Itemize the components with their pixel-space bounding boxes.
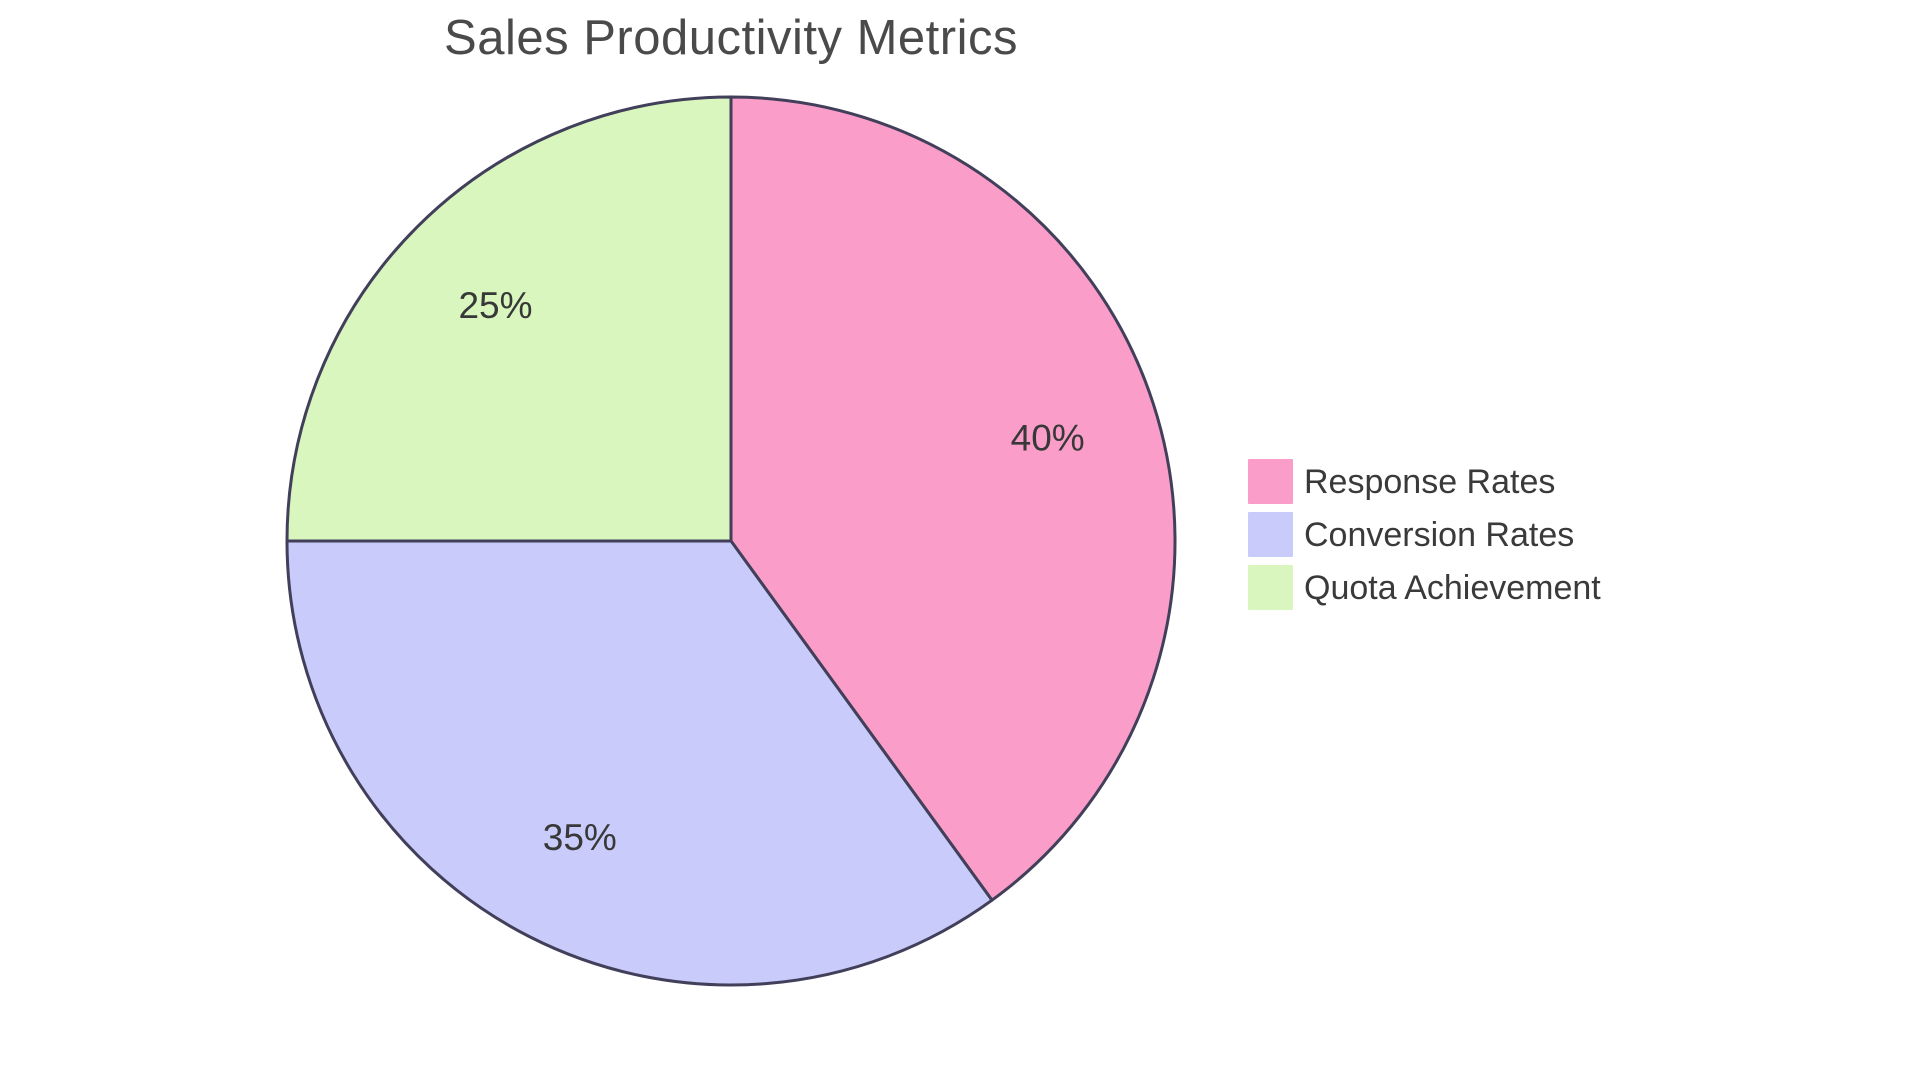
legend-swatch-quota-achievement — [1248, 565, 1293, 610]
legend-label-quota-achievement: Quota Achievement — [1304, 568, 1601, 607]
legend-item-response-rates: Response Rates — [1248, 459, 1601, 504]
legend: Response Rates Conversion Rates Quota Ac… — [1248, 459, 1601, 610]
slice-label-response-rates: 40% — [1011, 418, 1085, 459]
legend-label-conversion-rates: Conversion Rates — [1304, 515, 1575, 554]
pie-slice-response-rates — [729, 95, 1177, 902]
legend-swatch-response-rates — [1248, 459, 1293, 504]
legend-swatch-conversion-rates — [1248, 512, 1293, 557]
slice-label-quota-achievement: 25% — [458, 285, 532, 326]
legend-item-quota-achievement: Quota Achievement — [1248, 565, 1601, 610]
slice-label-conversion-rates: 35% — [543, 817, 617, 858]
chart-title: Sales Productivity Metrics — [444, 11, 1018, 65]
legend-item-conversion-rates: Conversion Rates — [1248, 512, 1601, 557]
legend-label-response-rates: Response Rates — [1304, 462, 1556, 501]
pie-slice-conversion-rates — [285, 539, 994, 987]
pie-slice-quota-achievement — [285, 95, 733, 543]
